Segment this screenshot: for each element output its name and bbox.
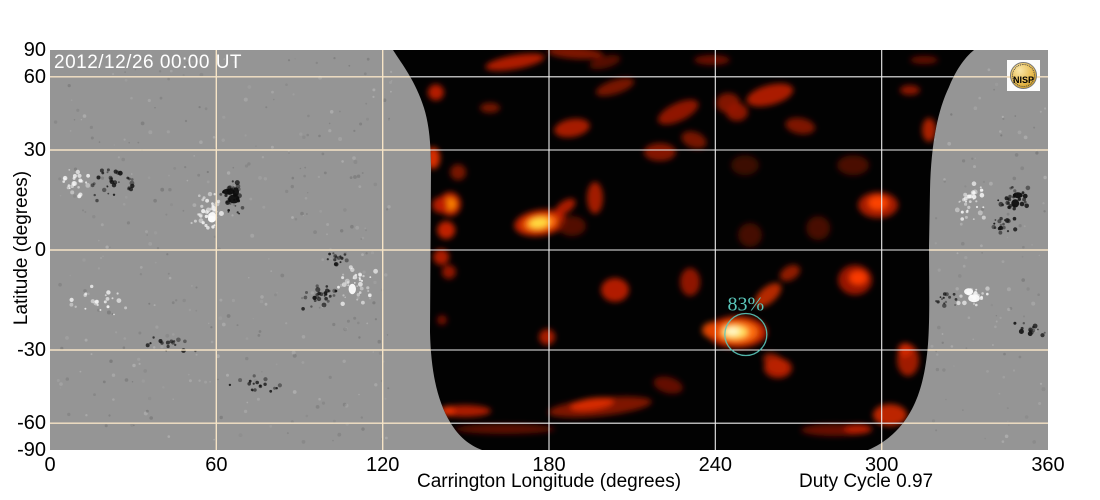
farside-blob-layer (426, 50, 939, 437)
x-tick-label: 120 (365, 454, 400, 476)
annotation-circle (724, 312, 768, 357)
magnetogram-speckles (53, 56, 1047, 444)
map-svg: 83% (50, 50, 1048, 450)
y-tick-label: 30 (23, 139, 46, 161)
nisp-logo: NISP (1007, 60, 1040, 91)
nisp-logo-circle: NISP (1010, 62, 1037, 89)
y-tick-label: -60 (17, 412, 46, 435)
annotation-label: 83% (727, 294, 764, 316)
x-tick-label: 360 (1031, 454, 1065, 476)
x-axis-title: Carrington Longitude (degrees) (416, 471, 682, 492)
y-tick-label: 90 (23, 39, 46, 61)
duty-cycle-label: Duty Cycle 0.97 (799, 471, 934, 492)
timestamp-label: 2012/12/26 00:00 UT (54, 52, 243, 73)
x-tick-label: 0 (44, 454, 56, 476)
x-tick-label: 240 (698, 454, 733, 476)
y-tick-label: 60 (23, 65, 46, 88)
x-tick-label: 180 (532, 454, 566, 476)
gridlines-white (393, 50, 974, 450)
nisp-logo-text: NISP (1012, 75, 1034, 85)
x-tick-label: 60 (205, 454, 228, 476)
y-tick-label: -90 (17, 439, 46, 461)
y-tick-label: 0 (34, 239, 46, 261)
plot-area: 83% (50, 50, 1048, 450)
x-tick-label: 300 (864, 454, 899, 476)
nisp-logo-ring (1012, 64, 1035, 87)
y-tick-label: -30 (17, 339, 46, 361)
